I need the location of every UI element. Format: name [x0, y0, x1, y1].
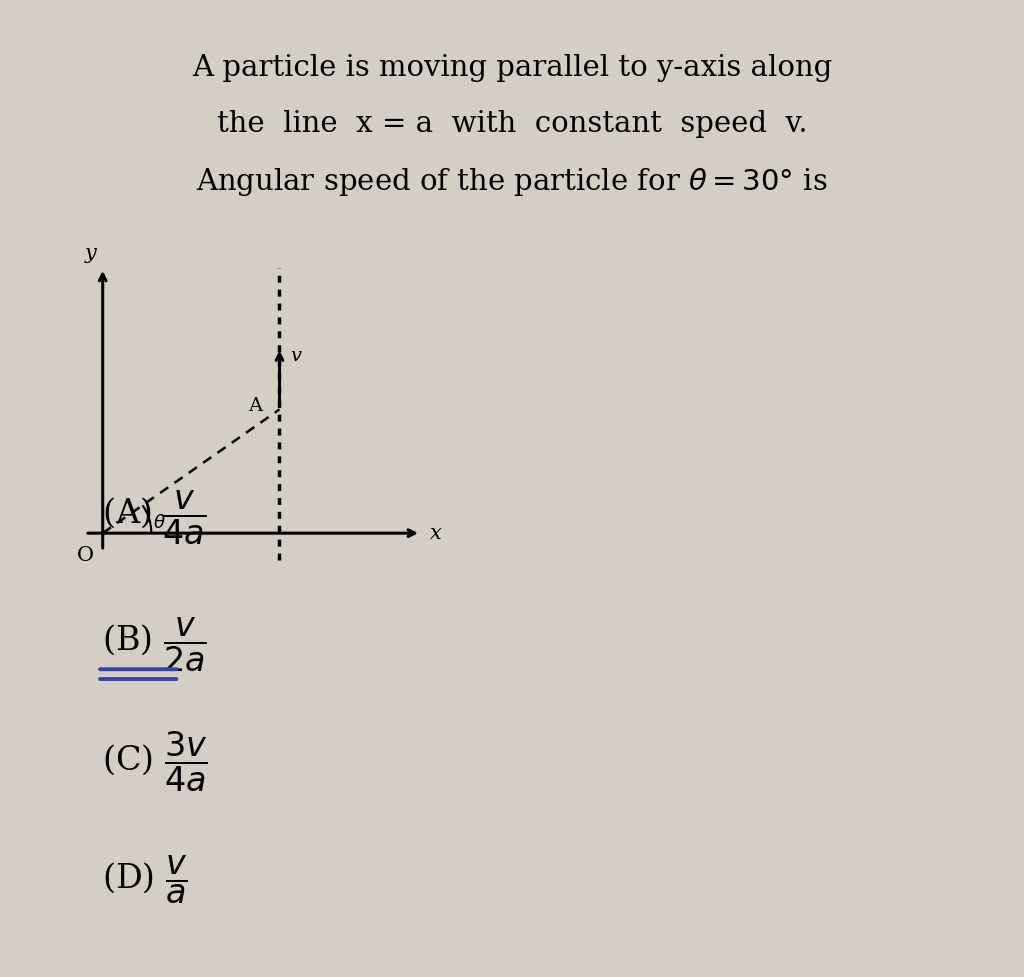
Text: $\theta$: $\theta$: [153, 515, 166, 532]
Text: y: y: [84, 243, 96, 263]
Text: Angular speed of the particle for $\theta = 30°$ is: Angular speed of the particle for $\thet…: [197, 166, 827, 198]
Text: A particle is moving parallel to y-axis along: A particle is moving parallel to y-axis …: [191, 54, 833, 82]
Text: A: A: [248, 397, 262, 415]
Text: x: x: [430, 524, 441, 542]
Text: O: O: [77, 545, 93, 565]
Text: v: v: [290, 348, 301, 365]
Text: (C) $\dfrac{3v}{4a}$: (C) $\dfrac{3v}{4a}$: [102, 730, 208, 794]
Text: the  line  x = a  with  constant  speed  v.: the line x = a with constant speed v.: [217, 110, 807, 139]
Text: (D) $\dfrac{v}{a}$: (D) $\dfrac{v}{a}$: [102, 853, 188, 906]
Text: (A) $\dfrac{v}{4a}$: (A) $\dfrac{v}{4a}$: [102, 488, 207, 547]
Text: (B) $\dfrac{v}{2a}$: (B) $\dfrac{v}{2a}$: [102, 616, 207, 674]
